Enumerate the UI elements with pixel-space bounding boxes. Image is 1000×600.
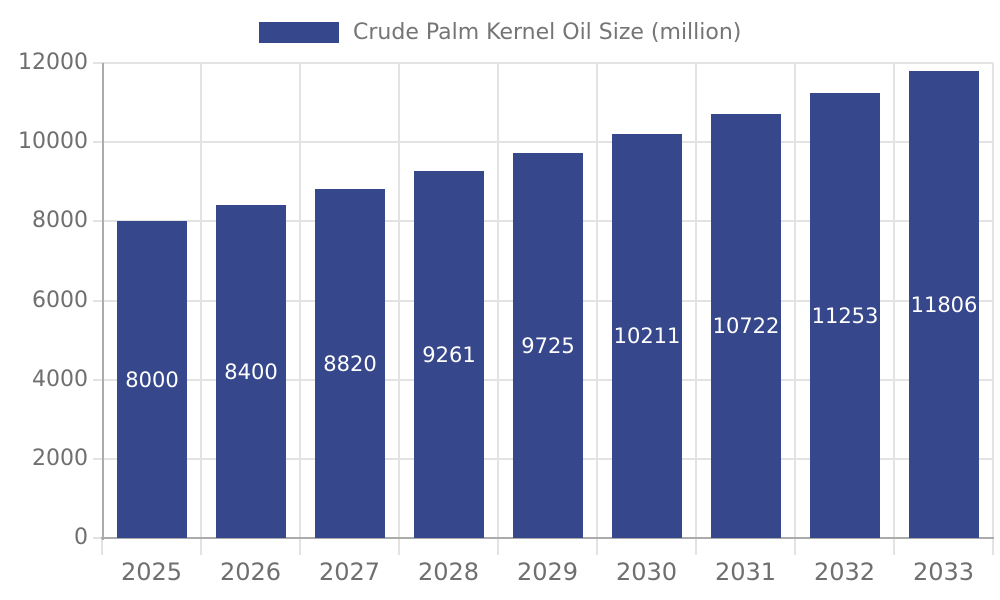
- x-tick: [695, 539, 697, 555]
- bar-value-label: 8400: [224, 359, 278, 384]
- bar[interactable]: 8820: [315, 189, 385, 538]
- x-tick-label: 2032: [813, 558, 876, 586]
- x-tick-label: 2029: [516, 558, 579, 586]
- bar[interactable]: 10722: [711, 114, 781, 538]
- x-tick-label: 2026: [219, 558, 282, 586]
- bar-value-label: 11253: [811, 303, 879, 328]
- bar-value-label: 10722: [712, 314, 780, 338]
- h-gridline: [102, 62, 993, 64]
- legend-label: Crude Palm Kernel Oil Size (million): [353, 20, 742, 45]
- y-tick-label: 8000: [32, 208, 88, 234]
- y-tick-label: 10000: [18, 129, 88, 155]
- x-tick: [398, 539, 400, 555]
- x-tick-label: 2030: [615, 558, 678, 586]
- v-gridline: [398, 63, 400, 538]
- y-tick: [93, 378, 102, 381]
- v-gridline: [893, 63, 895, 538]
- y-tick-label: 2000: [32, 445, 88, 471]
- bar-value-label: 10211: [613, 324, 681, 348]
- x-tick-label: 2027: [318, 558, 381, 586]
- bar[interactable]: 8000: [117, 221, 187, 538]
- x-tick: [497, 539, 499, 555]
- bar[interactable]: 8400: [216, 205, 286, 538]
- legend[interactable]: Crude Palm Kernel Oil Size (million): [259, 20, 741, 45]
- bar[interactable]: 10211: [612, 134, 682, 538]
- bar[interactable]: 11806: [909, 71, 979, 538]
- y-axis-line: [102, 63, 104, 540]
- x-tick: [893, 539, 895, 555]
- v-gridline: [200, 63, 202, 538]
- bar-value-label: 9725: [521, 333, 575, 358]
- bar-value-label: 8820: [323, 351, 377, 376]
- x-tick: [596, 539, 598, 555]
- y-tick: [93, 457, 102, 460]
- y-tick: [93, 62, 102, 64]
- bar[interactable]: 11253: [810, 93, 880, 538]
- h-gridline: [102, 141, 993, 144]
- bar-value-label: 9261: [422, 342, 476, 367]
- v-gridline: [299, 63, 301, 538]
- x-tick: [992, 539, 994, 555]
- x-tick: [794, 539, 796, 555]
- bar[interactable]: 9261: [414, 171, 484, 538]
- v-gridline: [794, 63, 796, 538]
- x-tick: [101, 539, 103, 555]
- legend-swatch: [259, 22, 339, 43]
- x-tick-label: 2031: [714, 558, 777, 586]
- v-gridline: [497, 63, 499, 538]
- v-gridline: [992, 63, 994, 538]
- y-tick: [93, 141, 102, 144]
- bar-value-label: 11806: [910, 292, 978, 317]
- x-tick-label: 2033: [912, 558, 975, 586]
- y-tick-label: 0: [74, 525, 88, 550]
- v-gridline: [695, 63, 697, 538]
- y-tick-label: 4000: [32, 366, 88, 392]
- v-gridline: [596, 63, 598, 538]
- y-tick-label: 6000: [32, 287, 88, 313]
- y-tick-label: 12000: [18, 50, 88, 75]
- y-tick: [93, 220, 102, 223]
- x-tick: [299, 539, 301, 555]
- bar[interactable]: 9725: [513, 153, 583, 538]
- x-tick-label: 2025: [120, 558, 183, 586]
- bar-value-label: 8000: [125, 367, 179, 392]
- x-tick-label: 2028: [417, 558, 480, 586]
- y-tick: [93, 537, 102, 539]
- x-axis-line: [101, 537, 994, 539]
- y-tick: [93, 299, 102, 302]
- x-tick: [200, 539, 202, 555]
